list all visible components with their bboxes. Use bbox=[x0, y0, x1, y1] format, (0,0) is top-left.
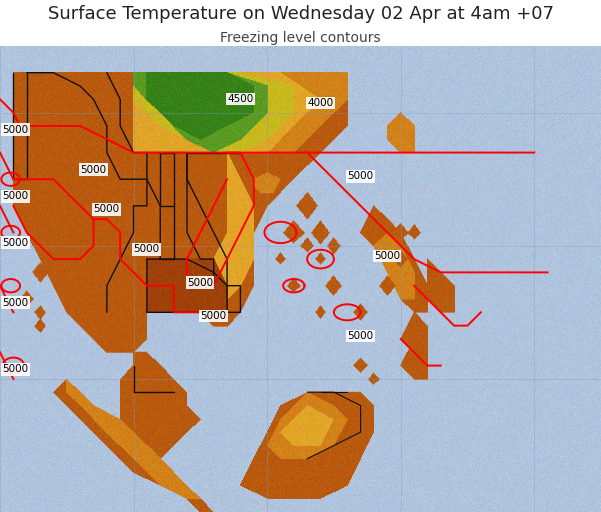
Text: 4000: 4000 bbox=[307, 98, 334, 108]
Text: 4500: 4500 bbox=[227, 94, 253, 104]
Text: 5000: 5000 bbox=[2, 297, 29, 308]
Text: Surface Temperature on Wednesday 02 Apr at 4am +07: Surface Temperature on Wednesday 02 Apr … bbox=[47, 5, 554, 23]
Text: 5000: 5000 bbox=[2, 364, 29, 374]
Text: 5000: 5000 bbox=[374, 251, 400, 261]
Text: 5000: 5000 bbox=[200, 311, 227, 321]
Text: 5000: 5000 bbox=[347, 171, 373, 181]
Text: 5000: 5000 bbox=[347, 331, 373, 341]
Text: 5000: 5000 bbox=[2, 191, 29, 201]
Text: 5000: 5000 bbox=[133, 244, 160, 254]
Text: Freezing level contours: Freezing level contours bbox=[220, 31, 381, 45]
Text: 5000: 5000 bbox=[94, 204, 120, 215]
Text: 5000: 5000 bbox=[80, 164, 106, 175]
Text: 5000: 5000 bbox=[2, 124, 29, 135]
Text: 5000: 5000 bbox=[187, 278, 213, 288]
Text: 5000: 5000 bbox=[2, 238, 29, 248]
